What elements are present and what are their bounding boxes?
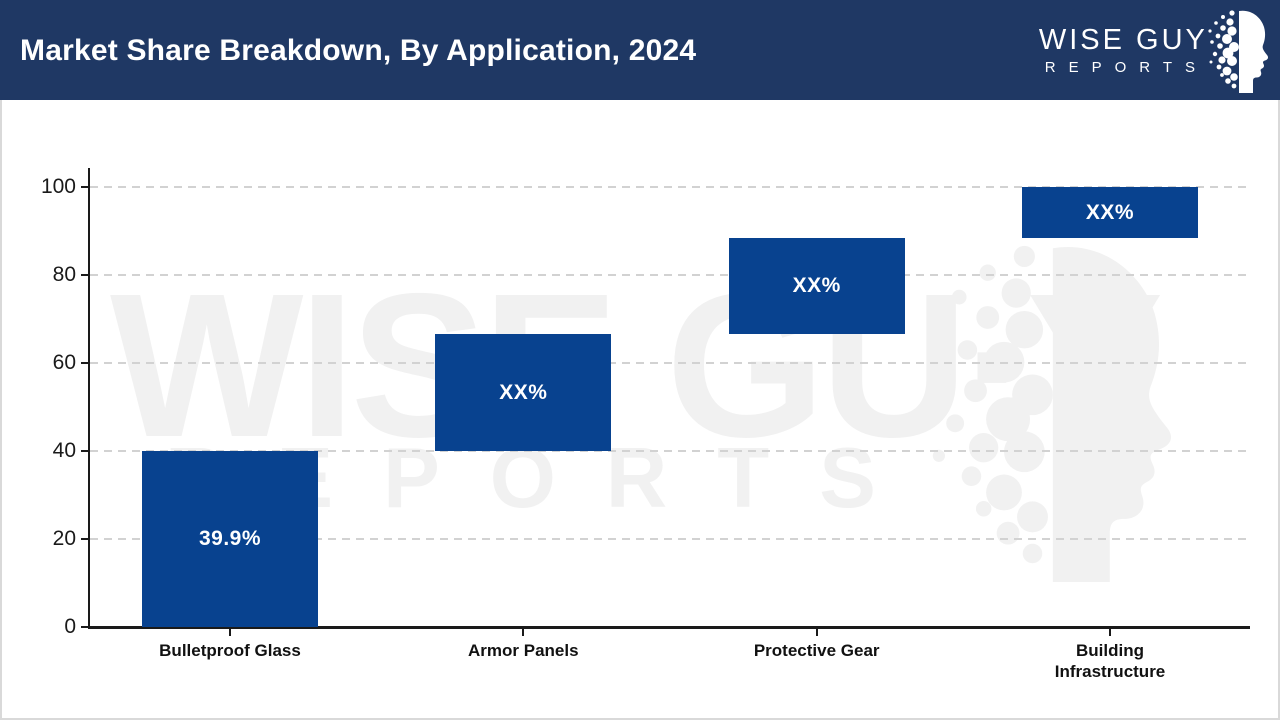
bar-protective-gear: XX%: [728, 238, 905, 335]
bar-armor-panels: XX%: [435, 334, 612, 452]
x-axis-tick-1: [229, 629, 231, 636]
brand-logo: WISE GUY REPORTS: [1039, 4, 1270, 96]
gridline-20: [90, 538, 1250, 540]
page-border-left: [0, 100, 2, 720]
y-axis-tick-60: [81, 362, 88, 364]
x-axis-tick-3: [815, 629, 818, 636]
y-axis-label-20: 20: [52, 527, 76, 550]
gridline-100: [90, 186, 1250, 188]
page-title: Market Share Breakdown, By Application, …: [20, 34, 697, 67]
y-axis-tick-80: [81, 274, 88, 276]
bar-value-label: 39.9%: [198, 527, 262, 551]
x-axis-label-4: Building Infrastructure: [1054, 641, 1166, 682]
y-axis-label-100: 100: [40, 175, 76, 198]
page-border-right: [1278, 100, 1280, 720]
x-axis-tick-2: [522, 629, 525, 636]
brand-head-icon: [1208, 10, 1269, 93]
brand-name-text: WISE GUY: [1038, 24, 1208, 56]
bar-value-label: XX%: [499, 380, 548, 404]
y-axis-label-80: 80: [52, 263, 76, 286]
bar-value-label: XX%: [1085, 200, 1135, 224]
y-axis-label-40: 40: [52, 439, 76, 462]
x-axis-label-1: Bulletproof Glass: [159, 641, 301, 660]
bar-value-label: XX%: [792, 274, 841, 298]
y-axis-tick-40: [81, 450, 88, 452]
y-axis-label-0: 0: [64, 615, 76, 638]
x-axis-label-3: Protective Gear: [753, 641, 880, 660]
page-border-bottom: [0, 718, 1280, 720]
x-axis-label-2: Armor Panels: [468, 641, 579, 660]
gridline-80: [90, 274, 1250, 276]
brand-text: WISE GUY REPORTS: [1039, 24, 1208, 76]
y-axis-label-60: 60: [52, 351, 76, 374]
y-axis-tick-100: [81, 186, 88, 188]
x-axis-line: [88, 626, 1250, 629]
y-axis-tick-20: [81, 538, 88, 540]
bar-bulletproof-glass: 39.9%: [142, 451, 318, 627]
gridline-60: [90, 362, 1250, 364]
y-axis-tick-0: [81, 626, 88, 628]
gridline-40: [90, 450, 1250, 452]
x-axis-tick-4: [1109, 629, 1111, 636]
y-axis-line: [88, 168, 90, 629]
header: Market Share Breakdown, By Application, …: [0, 0, 1280, 100]
bar-building-infrastructure: XX%: [1022, 187, 1198, 239]
brand-reports-text: REPORTS: [1044, 59, 1208, 76]
